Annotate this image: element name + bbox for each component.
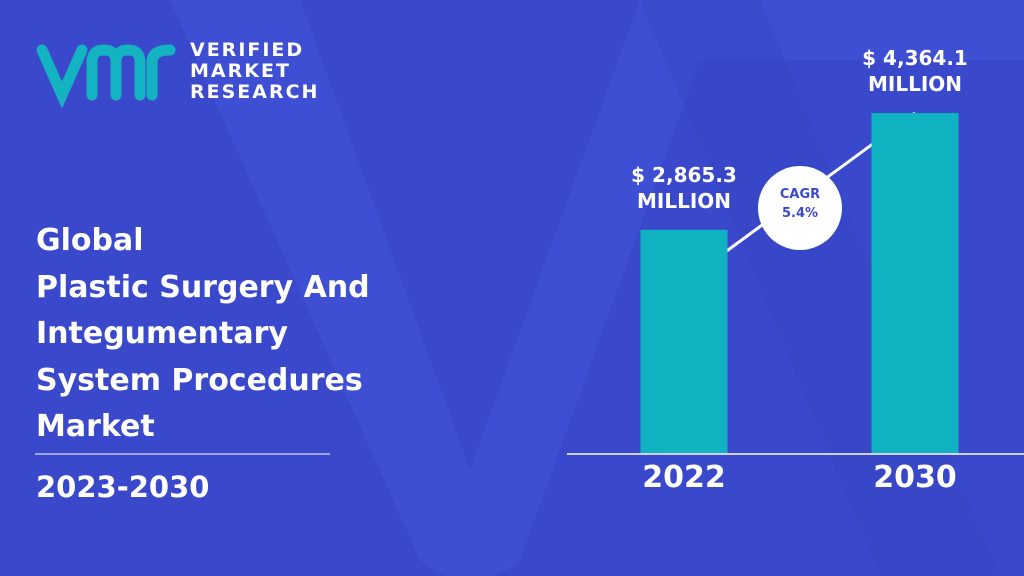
value-label: $ 2,865.3 MILLION (631, 162, 737, 213)
title: Global Plastic Surgery And Integumentary… (36, 218, 370, 451)
logo-line: VERIFIED (190, 39, 305, 61)
value-label: $ 4,364.1 MILLION (862, 46, 968, 96)
title-line: Global (36, 223, 144, 258)
cagr-value: 5.4% (781, 206, 819, 221)
bar (640, 229, 728, 453)
cagr-text: CAGR 5.4% (758, 185, 842, 223)
background-v (170, 0, 1024, 576)
x-tick-label: 2030 (873, 460, 957, 495)
logo-line: MARKET (190, 60, 291, 82)
bar (871, 113, 959, 453)
title-line: Plastic Surgery And (36, 269, 370, 305)
cagr-label: CAGR (779, 187, 821, 202)
title-line: Integumentary (36, 316, 288, 351)
logo-text: VERIFIED MARKET RESEARCH (190, 40, 319, 103)
period: 2023-2030 (36, 470, 210, 504)
x-tick-label: 2022 (642, 460, 726, 495)
title-line: Market (36, 409, 155, 444)
cagr-badge (758, 166, 842, 250)
title-line: System Procedures (36, 362, 363, 398)
logo-mark (36, 44, 176, 109)
logo-line: RESEARCH (190, 81, 320, 103)
